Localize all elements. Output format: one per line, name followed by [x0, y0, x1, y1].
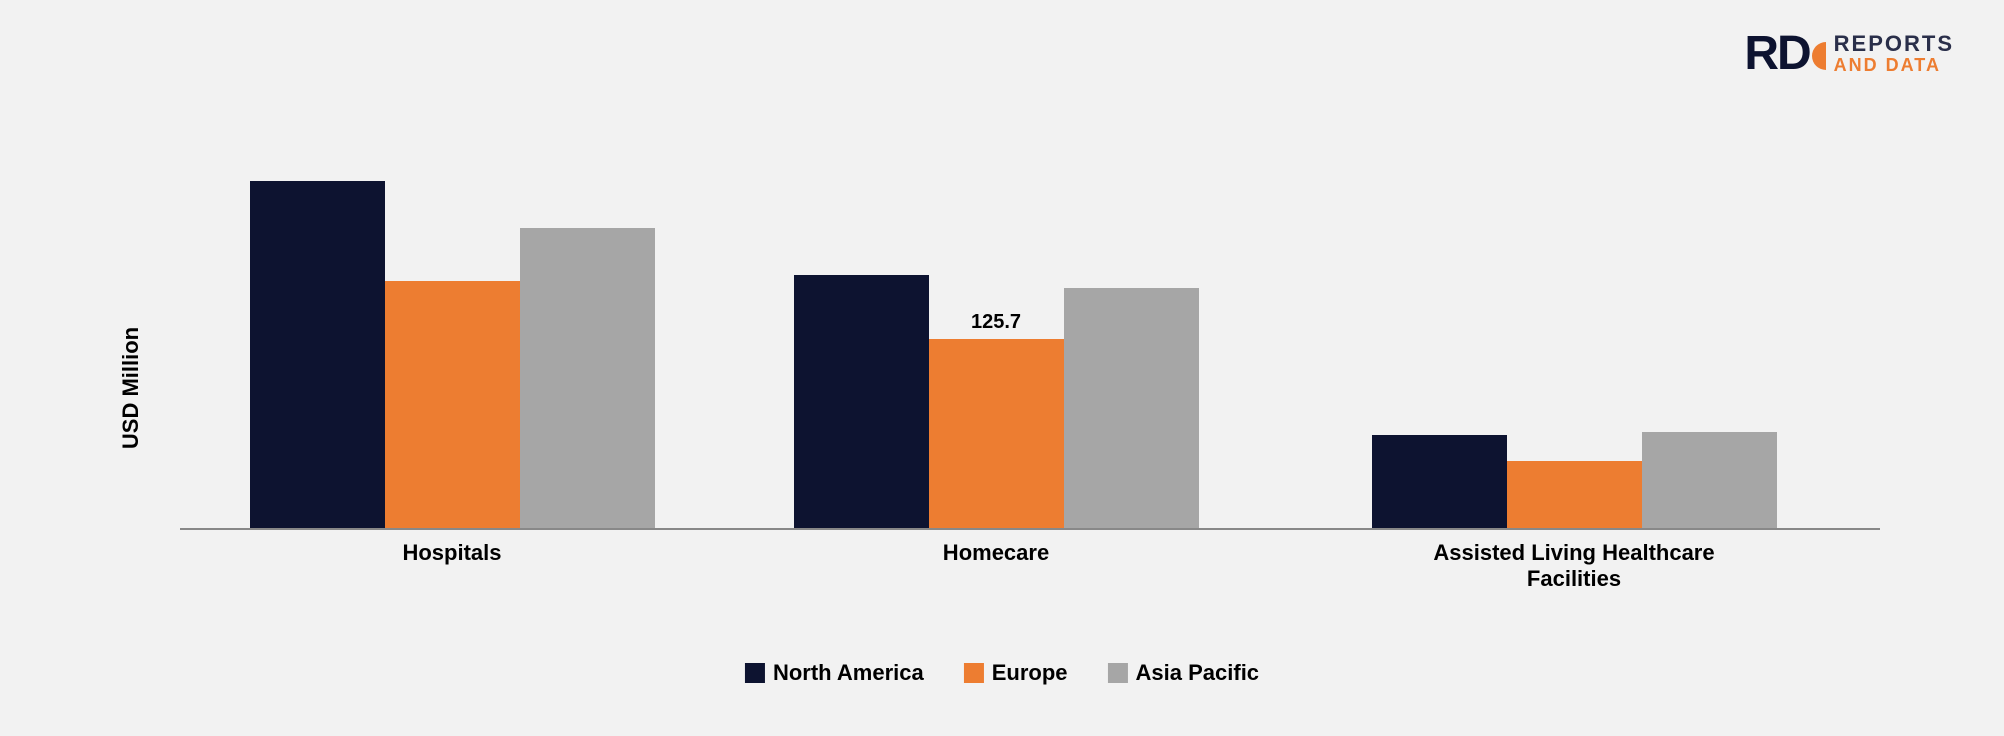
bar-group: 125.7 [794, 275, 1199, 528]
logo-accent-shape [1812, 42, 1826, 70]
logo-text: REPORTS AND DATA [1834, 32, 1954, 76]
bar-group [250, 181, 655, 528]
legend-item: North America [745, 660, 924, 686]
bar-group [1372, 432, 1777, 528]
bar [1642, 432, 1777, 528]
market-bar-chart: USD Million 125.7 HospitalsHomecareAssis… [140, 130, 1910, 560]
x-axis-label: Assisted Living Healthcare Facilities [1421, 540, 1727, 592]
legend-label: North America [773, 660, 924, 686]
data-label: 125.7 [971, 311, 1021, 334]
bar [385, 281, 520, 528]
bar [1372, 435, 1507, 528]
bar [520, 228, 655, 528]
legend-swatch [964, 663, 984, 683]
logo-line1: REPORTS [1834, 32, 1954, 56]
legend-swatch [745, 663, 765, 683]
legend-label: Europe [992, 660, 1068, 686]
x-axis-label: Hospitals [402, 540, 501, 566]
logo-mark: RD [1744, 30, 1825, 78]
legend-item: Asia Pacific [1108, 660, 1260, 686]
logo-line2: AND DATA [1834, 56, 1954, 76]
bar: 125.7 [929, 339, 1064, 528]
bar [794, 275, 929, 528]
legend-label: Asia Pacific [1136, 660, 1260, 686]
bar [1507, 461, 1642, 528]
x-axis-label: Homecare [943, 540, 1049, 566]
plot-area: 125.7 [180, 130, 1880, 530]
legend-item: Europe [964, 660, 1068, 686]
bar [1064, 288, 1199, 528]
legend-swatch [1108, 663, 1128, 683]
bar [250, 181, 385, 528]
logo-letters: RD [1744, 30, 1809, 78]
chart-legend: North America Europe Asia Pacific [745, 660, 1259, 686]
brand-logo: RD REPORTS AND DATA [1744, 30, 1954, 78]
y-axis-label: USD Million [118, 327, 144, 449]
